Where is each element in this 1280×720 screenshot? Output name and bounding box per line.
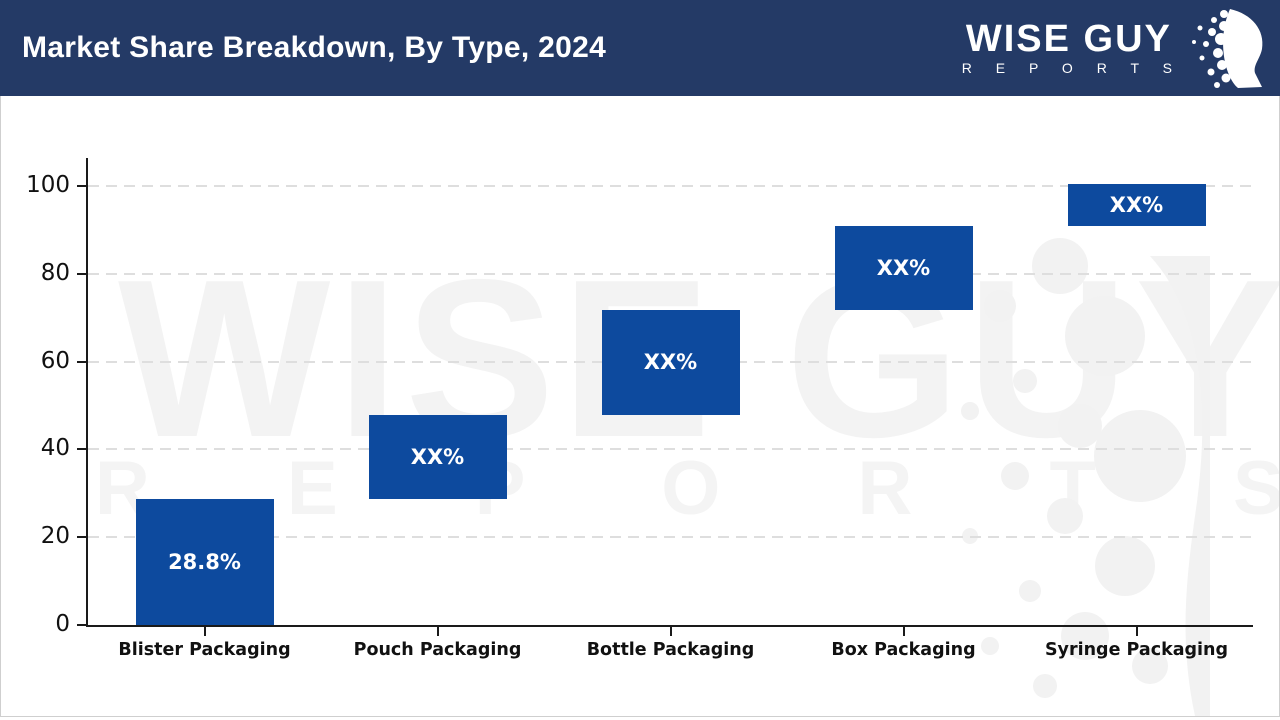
x-tick-2 (669, 627, 672, 636)
gridline-20 (88, 536, 1253, 539)
brand-logo: WISE GUY R E P O R T S (956, 6, 1270, 90)
bar-blister-packaging: 28.8% (135, 498, 274, 625)
bar-box-packaging: XX% (834, 225, 973, 310)
y-tick-label-0: 0 (55, 611, 70, 637)
logo-subtext: R E P O R T S (961, 59, 1182, 76)
bar-value-label: XX% (410, 444, 465, 469)
x-tick-3 (902, 627, 905, 636)
bar-syringe-packaging: XX% (1067, 184, 1206, 226)
gridline-40 (88, 448, 1253, 451)
x-tick-label-4: Syringe Packaging (1044, 640, 1229, 660)
bar-value-label: 28.8% (168, 549, 241, 574)
y-tick-label-40: 40 (40, 435, 70, 462)
bar-pouch-packaging: XX% (368, 415, 507, 499)
watermark-face-dots (961, 238, 1210, 716)
bar-value-label: XX% (876, 255, 931, 280)
gridline-80 (88, 272, 1253, 275)
y-tick-60 (77, 360, 86, 363)
y-tick-20 (77, 536, 86, 539)
y-tick-0 (77, 624, 86, 626)
logo-text: WISE GUY R E P O R T S (956, 18, 1182, 76)
y-tick-label-20: 20 (40, 523, 70, 550)
bar-value-label: XX% (643, 350, 698, 375)
x-axis-line (86, 625, 1253, 627)
x-tick-label-1: Pouch Packaging (353, 640, 522, 660)
x-tick-label-3: Box Packaging (831, 640, 976, 660)
y-tick-40 (77, 448, 86, 451)
x-tick-label-0: Blister Packaging (118, 640, 291, 660)
y-tick-label-80: 80 (40, 259, 70, 286)
y-axis-line (86, 158, 88, 627)
y-tick-label-100: 100 (26, 172, 70, 198)
x-tick-4 (1135, 627, 1138, 636)
y-tick-100 (77, 185, 86, 187)
logo-wordmark: WISE GUY (965, 18, 1172, 61)
y-tick-80 (77, 272, 86, 275)
header-bar: Market Share Breakdown, By Type, 2024 WI… (0, 0, 1280, 96)
logo-face-icon (1192, 9, 1263, 88)
bar-bottle-packaging: XX% (601, 309, 740, 416)
chart-title: Market Share Breakdown, By Type, 2024 (22, 31, 607, 64)
x-tick-0 (203, 627, 206, 636)
y-tick-label-60: 60 (40, 347, 70, 374)
gridline-100 (88, 185, 1253, 187)
x-tick-label-2: Bottle Packaging (586, 640, 755, 660)
x-tick-1 (436, 627, 439, 636)
bar-value-label: XX% (1109, 192, 1164, 217)
